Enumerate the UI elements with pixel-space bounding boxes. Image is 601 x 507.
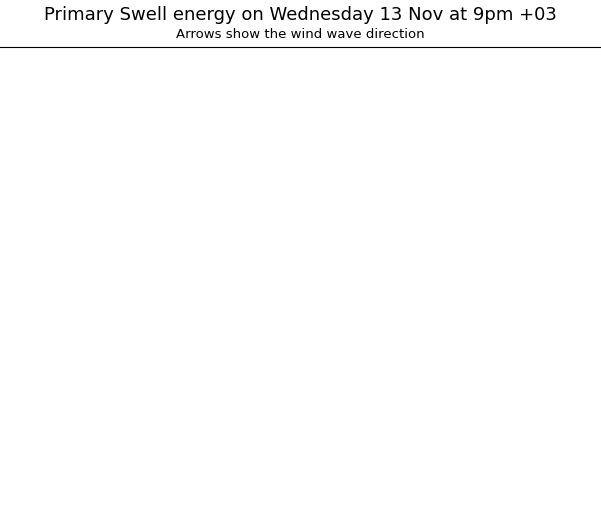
Text: cartopy required: cartopy required xyxy=(243,270,358,284)
Text: Primary Swell energy on Wednesday 13 Nov at 9pm +03: Primary Swell energy on Wednesday 13 Nov… xyxy=(44,6,557,24)
Text: Arrows show the wind wave direction: Arrows show the wind wave direction xyxy=(176,28,425,41)
